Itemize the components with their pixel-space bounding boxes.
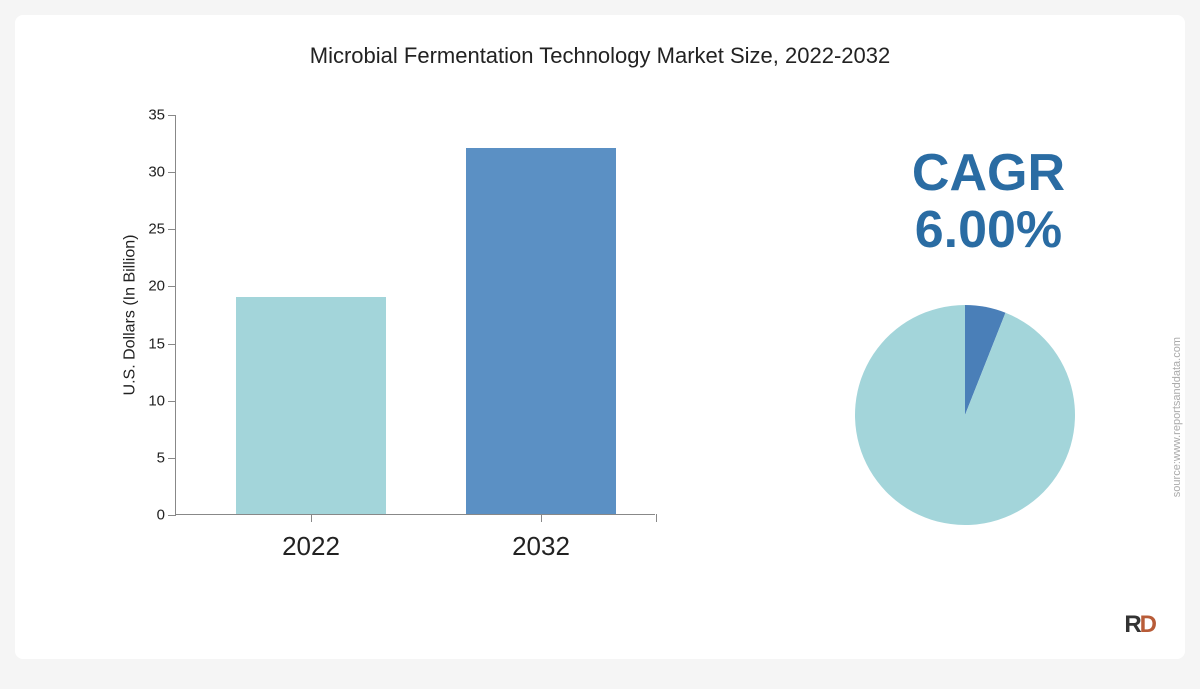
y-tick-label: 15 <box>148 335 165 352</box>
y-tick <box>168 401 176 402</box>
cagr-block: CAGR 6.00% <box>912 145 1065 259</box>
logo-d: D <box>1140 611 1155 638</box>
bar-chart: U.S. Dollars (In Billion) 05101520253035… <box>135 115 655 515</box>
y-axis-label: U.S. Dollars (In Billion) <box>121 235 139 396</box>
plot-area: 0510152025303520222032 <box>175 115 655 515</box>
x-tick <box>311 514 312 522</box>
y-tick-label: 10 <box>148 392 165 409</box>
y-tick-label: 25 <box>148 221 165 238</box>
chart-title: Microbial Fermentation Technology Market… <box>15 43 1185 69</box>
bar <box>466 148 616 514</box>
x-tick-label: 2022 <box>282 531 340 562</box>
pie-svg <box>855 305 1075 525</box>
y-tick <box>168 515 176 516</box>
y-tick <box>168 229 176 230</box>
x-tick <box>541 514 542 522</box>
y-tick-label: 20 <box>148 278 165 295</box>
y-tick <box>168 115 176 116</box>
logo: RD <box>1124 611 1155 639</box>
y-tick-label: 0 <box>157 507 165 524</box>
pie-chart <box>855 305 1075 530</box>
cagr-value: 6.00% <box>912 202 1065 259</box>
pie-slice <box>855 305 1075 525</box>
y-tick <box>168 344 176 345</box>
y-tick-label: 5 <box>157 449 165 466</box>
x-tick <box>656 514 657 522</box>
source-text: source:www.reportsanddata.com <box>1171 337 1183 497</box>
x-tick-label: 2032 <box>512 531 570 562</box>
y-tick-label: 35 <box>148 107 165 124</box>
cagr-label: CAGR <box>912 145 1065 202</box>
y-tick <box>168 172 176 173</box>
logo-r: R <box>1124 611 1139 638</box>
y-tick-label: 30 <box>148 164 165 181</box>
y-tick <box>168 286 176 287</box>
bar <box>236 297 386 514</box>
chart-container: Microbial Fermentation Technology Market… <box>15 15 1185 659</box>
y-tick <box>168 458 176 459</box>
